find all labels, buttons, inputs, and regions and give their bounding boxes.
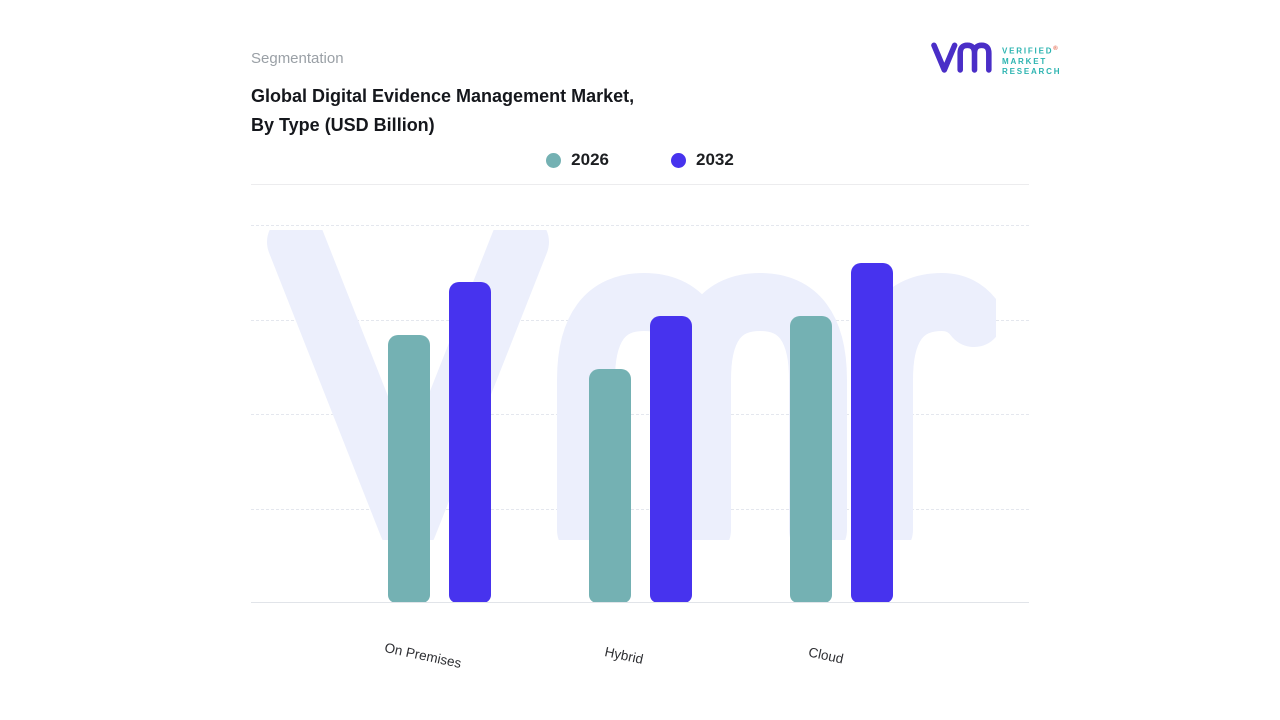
registered-mark: ® (1053, 46, 1058, 53)
chart-title-line1: Global Digital Evidence Management Marke… (251, 86, 635, 106)
logo-line-verified: VERIFIED (1002, 46, 1054, 56)
bar-group-hybrid (588, 225, 692, 603)
x-axis-line (251, 602, 1029, 603)
chart-title-line2: By Type (USD Billion) (251, 115, 435, 135)
legend-swatch-2032 (671, 152, 686, 168)
logo-line-market: MARKET (1002, 56, 1048, 66)
legend-item-2026: 2026 (546, 150, 609, 170)
gridline (251, 225, 1029, 226)
chart-title: Global Digital Evidence Management Marke… (251, 82, 634, 140)
bar-2032-cloud (850, 262, 893, 603)
bar-2026-cloud (789, 315, 832, 603)
plot-area (251, 225, 1029, 603)
header-divider (251, 184, 1029, 185)
bar-2026-hybrid (588, 368, 631, 603)
vmr-logo-text: VERIFIED® MARKET RESEARCH (1002, 44, 1061, 77)
bar-2032-hybrid (649, 315, 692, 603)
legend-item-2032: 2032 (671, 150, 734, 170)
category-label-hybrid: Hybrid (603, 644, 645, 667)
vmr-logo-icon (930, 38, 992, 83)
legend-label-2026: 2026 (571, 150, 609, 169)
bar-group-on-premises (387, 225, 491, 603)
bar-2032-on-premises (448, 281, 491, 603)
logo-line-research: RESEARCH (1002, 66, 1062, 76)
legend-swatch-2026 (546, 152, 562, 168)
chart-legend: 2026 2032 (251, 150, 1029, 170)
legend-label-2032: 2032 (696, 150, 734, 169)
bars-container (251, 225, 1029, 603)
category-label-on-premises: On Premises (382, 640, 463, 671)
section-label: Segmentation (251, 50, 344, 67)
bar-2026-on-premises (387, 334, 430, 603)
category-label-cloud: Cloud (806, 644, 845, 667)
vmr-logo: VERIFIED® MARKET RESEARCH (930, 38, 1061, 83)
bar-group-cloud (789, 225, 893, 603)
